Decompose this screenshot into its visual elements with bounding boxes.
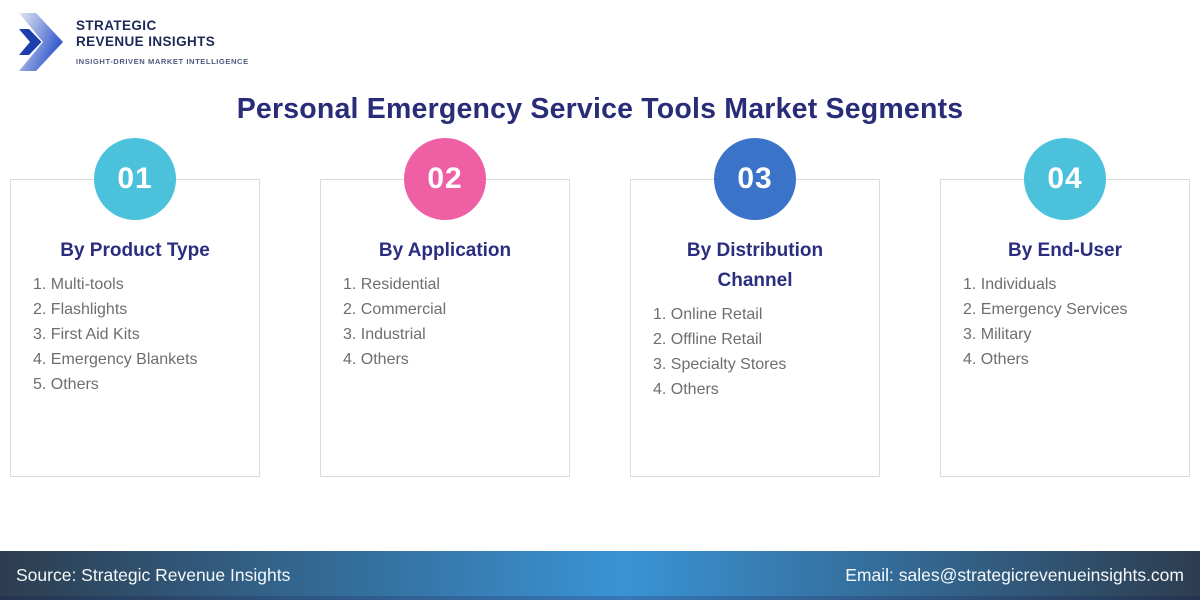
list-item: 4. Others — [963, 351, 1029, 368]
logo-chevron-icon — [16, 12, 64, 72]
segment-card-application: 02 By Application 1. Residential 2. Comm… — [320, 138, 570, 477]
list-item: 4. Others — [343, 351, 409, 368]
segment-list: 1. Residential 2. Commercial 3. Industri… — [321, 272, 569, 372]
segment-number-badge: 01 — [94, 138, 176, 220]
list-item: 5. Others — [33, 376, 99, 393]
list-item: 2. Flashlights — [33, 301, 128, 318]
list-item: 2. Emergency Services — [963, 301, 1128, 318]
list-item: 3. First Aid Kits — [33, 326, 140, 343]
segment-number-badge: 03 — [714, 138, 796, 220]
segment-heading: By Distribution Channel — [686, 240, 824, 291]
footer-email: Email: sales@strategicrevenueinsights.co… — [845, 565, 1184, 585]
footer-bar: Source: Strategic Revenue Insights Email… — [0, 551, 1200, 600]
segment-card-product-type: 01 By Product Type 1. Multi-tools 2. Fla… — [10, 138, 260, 477]
logo-name-line2: REVENUE INSIGHTS — [76, 34, 216, 49]
list-item: 3. Specialty Stores — [653, 356, 787, 373]
list-item: 1. Online Retail — [653, 306, 763, 323]
list-item: 2. Offline Retail — [653, 331, 763, 348]
list-item: 3. Industrial — [343, 326, 426, 343]
logo-text: STRATEGIC REVENUE INSIGHTS INSIGHT-DRIVE… — [76, 18, 249, 66]
segment-list: 1. Individuals 2. Emergency Services 3. … — [941, 272, 1189, 372]
segment-card-end-user: 04 By End-User 1. Individuals 2. Emergen… — [940, 138, 1190, 477]
brand-logo: STRATEGIC REVENUE INSIGHTS INSIGHT-DRIVE… — [16, 12, 249, 72]
list-item: 3. Military — [963, 326, 1032, 343]
list-item: 4. Others — [653, 381, 719, 398]
segment-heading: By Application — [378, 240, 512, 261]
list-item: 2. Commercial — [343, 301, 447, 318]
list-item: 1. Individuals — [963, 276, 1057, 293]
segment-number-badge: 02 — [404, 138, 486, 220]
footer-source: Source: Strategic Revenue Insights — [16, 565, 291, 585]
list-item: 1. Residential — [343, 276, 440, 293]
logo-name-line1: STRATEGIC — [76, 18, 157, 33]
segment-heading: By End-User — [1007, 240, 1123, 261]
segment-number-badge: 04 — [1024, 138, 1106, 220]
segment-list: 1. Online Retail 2. Offline Retail 3. Sp… — [631, 302, 879, 402]
segment-heading: By Product Type — [60, 240, 210, 261]
logo-tagline: INSIGHT-DRIVEN MARKET INTELLIGENCE — [76, 57, 249, 66]
list-item: 1. Multi-tools — [33, 276, 124, 293]
page-title: Personal Emergency Service Tools Market … — [236, 93, 964, 125]
list-item: 4. Emergency Blankets — [33, 351, 198, 368]
segment-list: 1. Multi-tools 2. Flashlights 3. First A… — [11, 272, 259, 397]
segment-card-distribution-channel: 03 By Distribution Channel 1. Online Ret… — [630, 138, 880, 477]
